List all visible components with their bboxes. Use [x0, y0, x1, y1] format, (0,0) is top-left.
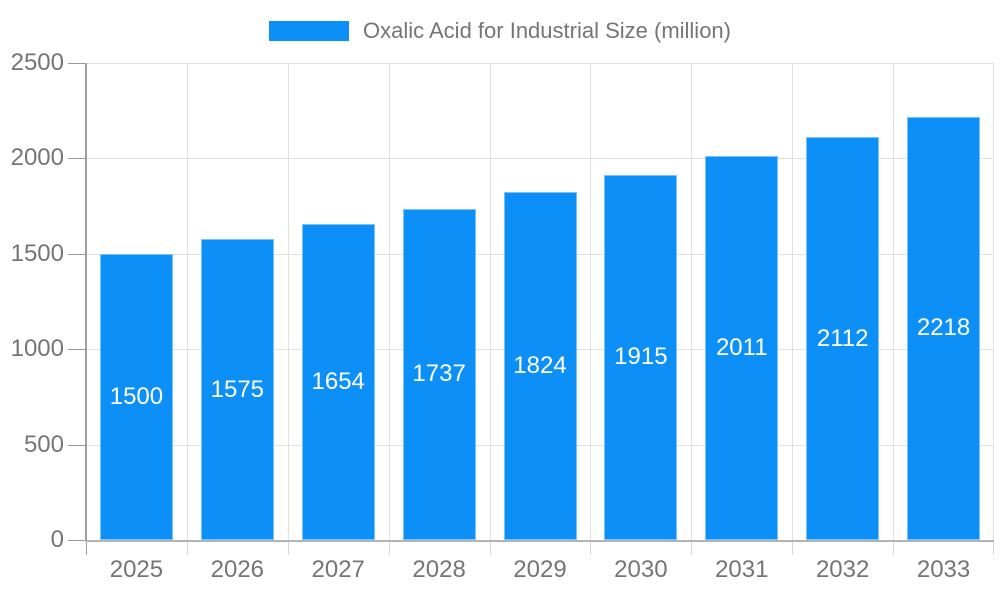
- bar[interactable]: 2112: [806, 137, 880, 540]
- y-axis-label: 0: [50, 526, 64, 553]
- x-axis-label: 2029: [513, 556, 567, 583]
- y-axis-tick: [68, 158, 86, 160]
- bar-value-label: 2218: [916, 314, 971, 342]
- x-gridline: [287, 63, 289, 540]
- bar[interactable]: 2218: [907, 116, 981, 540]
- x-gridline: [186, 63, 188, 540]
- x-axis-label: 2031: [715, 556, 769, 583]
- y-axis-tick: [68, 540, 86, 541]
- bar-value-label: 1915: [614, 343, 668, 371]
- x-gridline: [893, 63, 895, 540]
- x-axis-tick: [489, 542, 491, 555]
- y-gridline: [86, 158, 994, 160]
- bar-value-label: 1737: [412, 360, 466, 388]
- x-axis-tick: [186, 542, 188, 555]
- x-axis-tick: [287, 542, 289, 555]
- y-axis-label: 1000: [10, 335, 64, 363]
- x-axis-tick: [388, 542, 390, 555]
- y-axis-label: 500: [23, 430, 64, 458]
- x-axis-label: 2028: [412, 556, 466, 583]
- bar-value-label: 1575: [210, 375, 265, 403]
- bar[interactable]: 1654: [301, 224, 375, 540]
- bar-value-label: 1500: [109, 382, 164, 410]
- y-gridline: [86, 63, 994, 64]
- bar[interactable]: 1915: [604, 174, 678, 540]
- x-axis-label: 2025: [109, 556, 164, 583]
- bar[interactable]: 1575: [200, 239, 274, 540]
- x-axis-tick: [893, 542, 895, 555]
- x-axis-label: 2026: [210, 556, 265, 583]
- x-gridline: [993, 63, 994, 540]
- x-gridline: [489, 63, 491, 540]
- x-gridline: [792, 63, 794, 540]
- x-axis-label: 2027: [311, 556, 365, 583]
- y-axis-line: [85, 63, 87, 542]
- x-axis-tick: [691, 542, 693, 555]
- legend-swatch-icon: [268, 21, 349, 41]
- y-axis-tick: [68, 349, 86, 351]
- chart-legend[interactable]: Oxalic Acid for Industrial Size (million…: [0, 18, 1000, 43]
- y-axis-tick: [68, 444, 86, 446]
- bar-value-label: 2112: [816, 324, 869, 352]
- bar[interactable]: 2011: [705, 156, 779, 540]
- y-axis-label: 2500: [10, 49, 64, 76]
- bar-value-label: 1654: [311, 368, 365, 396]
- bar-value-label: 2011: [715, 334, 768, 362]
- x-axis-line: [85, 540, 994, 542]
- bar[interactable]: 1824: [503, 191, 577, 540]
- y-axis-label: 1500: [10, 239, 64, 267]
- x-gridline: [590, 63, 592, 540]
- legend-label: Oxalic Acid for Industrial Size (million…: [362, 18, 731, 43]
- x-axis-label: 2033: [916, 556, 971, 583]
- x-axis-label: 2030: [614, 556, 668, 583]
- x-axis-tick: [993, 542, 994, 555]
- y-axis-tick: [68, 253, 86, 255]
- x-axis-label: 2032: [815, 556, 870, 583]
- x-gridline: [691, 63, 693, 540]
- bar[interactable]: 1500: [99, 253, 173, 540]
- bar-value-label: 1824: [513, 351, 567, 379]
- x-gridline: [388, 63, 390, 540]
- bar[interactable]: 1737: [402, 208, 476, 540]
- x-axis-tick: [86, 542, 87, 555]
- x-axis-tick: [792, 542, 794, 555]
- x-axis-tick: [590, 542, 592, 555]
- y-axis-tick: [68, 63, 86, 64]
- y-axis-label: 2000: [10, 144, 64, 172]
